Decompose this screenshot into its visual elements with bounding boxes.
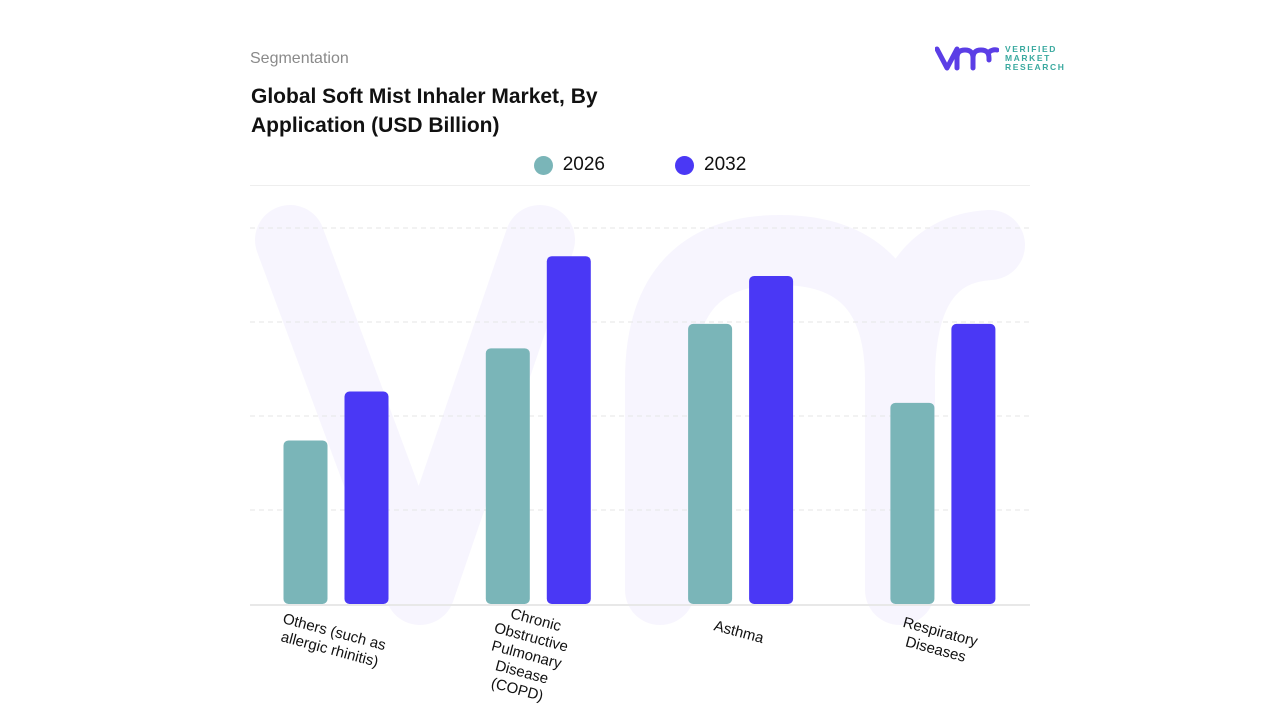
legend-swatch-2032 bbox=[675, 155, 694, 175]
bar-2026-3 bbox=[890, 402, 935, 604]
chart-title: Global Soft Mist Inhaler Market, By Appl… bbox=[251, 85, 598, 137]
legend-swatch-2026 bbox=[533, 155, 553, 175]
legend-item-2026: 2026 bbox=[533, 154, 605, 176]
watermark bbox=[255, 205, 1025, 625]
legend: 2026 2032 bbox=[0, 154, 1280, 176]
bar-2026-1 bbox=[485, 348, 530, 604]
bar-2026-2 bbox=[688, 323, 733, 604]
logo-line-3: RESEARCH bbox=[1005, 61, 1066, 72]
bar-2032-1 bbox=[546, 256, 591, 604]
logo-line-1: VERIFIED bbox=[1005, 43, 1058, 54]
legend-label-2032: 2032 bbox=[704, 154, 747, 175]
header-divider bbox=[250, 185, 1030, 186]
bar-2032-2 bbox=[749, 275, 794, 604]
bar-2032-0 bbox=[344, 391, 389, 604]
vmr-logo: VERIFIED MARKET RESEARCH bbox=[935, 44, 1066, 72]
segment-label: Segmentation bbox=[250, 50, 349, 67]
vmr-logo-mark-icon bbox=[935, 46, 999, 71]
bar-2026-0 bbox=[283, 440, 328, 604]
logo-line-2: MARKET bbox=[1005, 52, 1051, 63]
legend-label-2026: 2026 bbox=[562, 154, 605, 175]
bar-2032-3 bbox=[951, 323, 996, 604]
legend-item-2032: 2032 bbox=[675, 154, 746, 176]
